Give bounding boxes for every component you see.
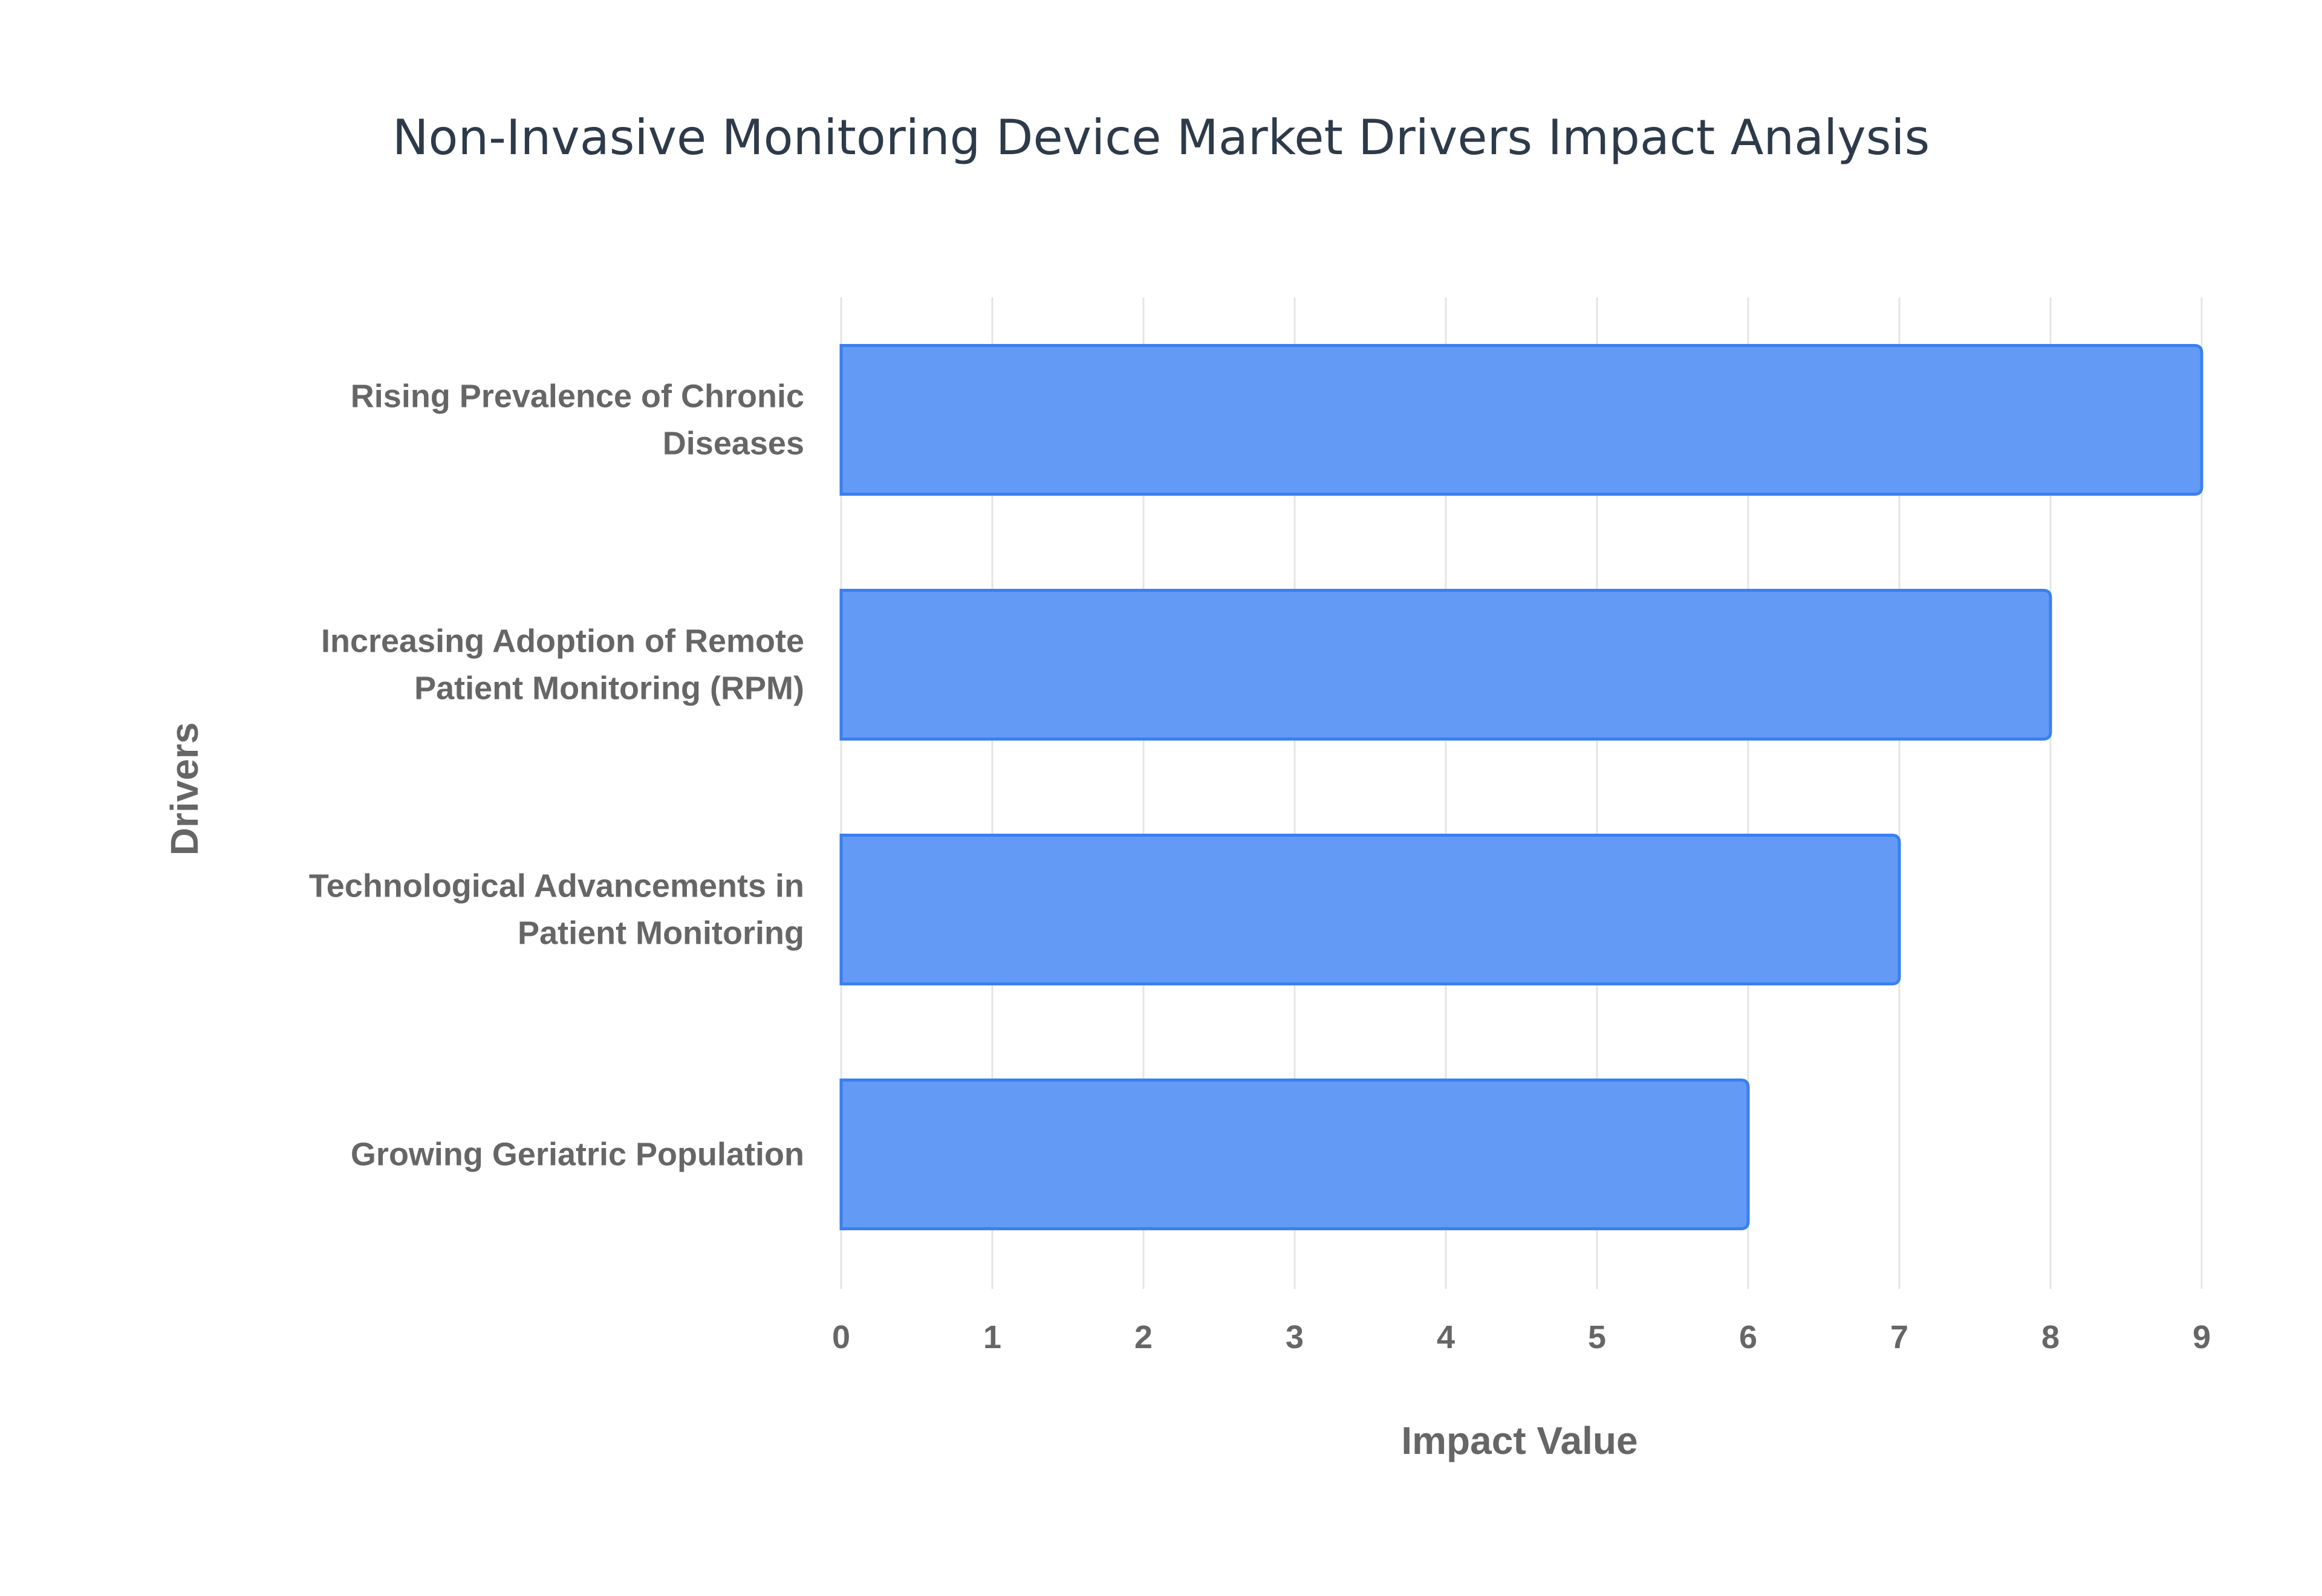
x-tick-label: 2 <box>1134 1319 1153 1355</box>
bar <box>839 344 2203 496</box>
y-tick-label: Technological Advancements in <box>309 868 804 904</box>
x-tick-label: 8 <box>2041 1319 2060 1355</box>
y-tick-label: Rising Prevalence of Chronic <box>351 378 804 415</box>
y-labels: Rising Prevalence of Chronic Diseases Incr… <box>309 378 804 1173</box>
bar <box>839 1079 1750 1230</box>
chart-title: Non-Invasive Monitoring Device Market Dr… <box>392 109 1930 166</box>
x-tick-label: 3 <box>1286 1319 1304 1355</box>
bars <box>839 344 2203 1230</box>
x-tick-label: 0 <box>832 1319 850 1355</box>
x-ticks: 0 1 2 3 4 5 6 7 8 9 <box>832 1319 2211 1355</box>
x-tick-label: 4 <box>1437 1319 1455 1355</box>
bar <box>839 834 1901 985</box>
y-axis-title: Drivers <box>163 722 206 856</box>
y-tick-label: Diseases <box>663 426 804 462</box>
x-tick-label: 6 <box>1739 1319 1757 1355</box>
y-tick-label: Patient Monitoring (RPM) <box>414 670 804 707</box>
y-tick-label: Patient Monitoring <box>518 915 804 952</box>
x-tick-label: 7 <box>1890 1319 1908 1355</box>
bar <box>839 589 2052 741</box>
x-tick-label: 9 <box>2193 1319 2211 1355</box>
y-tick-label: Growing Geriatric Population <box>351 1137 804 1173</box>
x-axis-title: Impact Value <box>1401 1419 1637 1462</box>
x-tick-label: 5 <box>1588 1319 1606 1355</box>
x-tick-label: 1 <box>983 1319 1001 1355</box>
y-tick-label: Increasing Adoption of Remote <box>321 623 804 660</box>
